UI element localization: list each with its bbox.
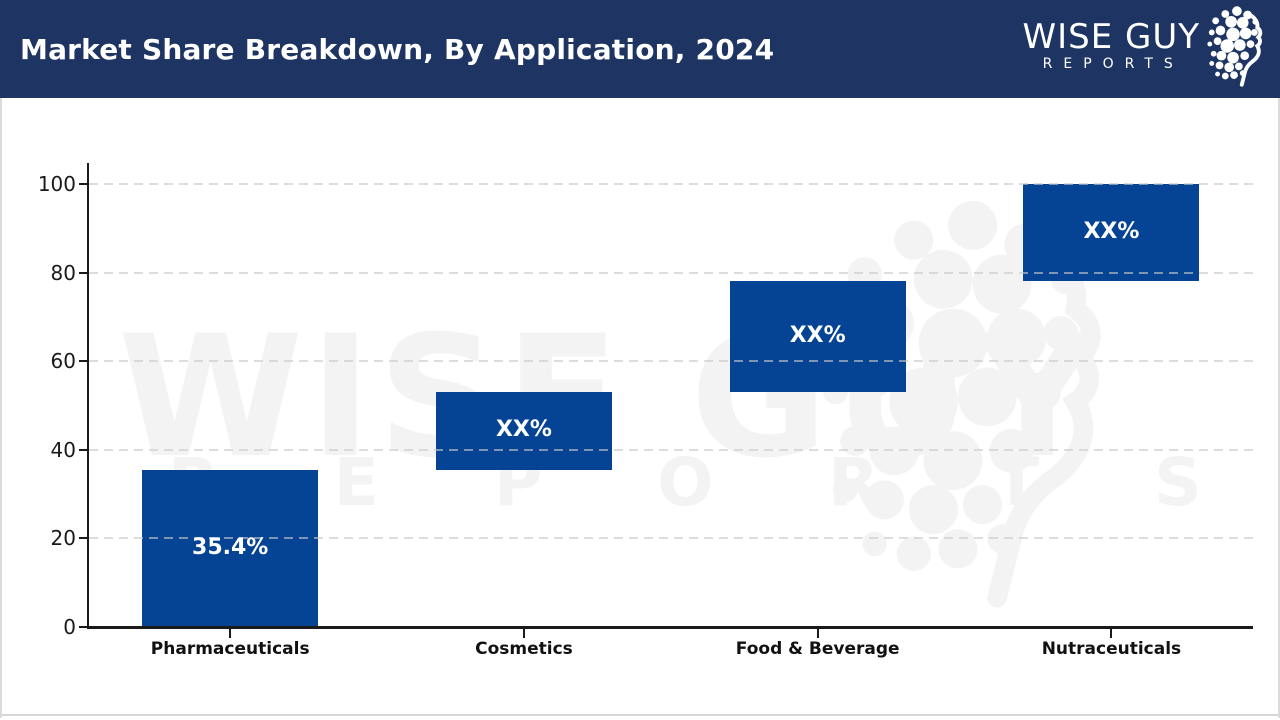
- x-tick-cosmetics: [522, 629, 525, 638]
- y-tick-0: [79, 626, 88, 628]
- brand-wiseguy-text: WISE GUY: [1022, 16, 1200, 57]
- frame-border-bottom: [0, 714, 1280, 716]
- brand-reports-text: REPORTS: [1042, 56, 1184, 73]
- x-axis-label-nutraceuticals: Nutraceuticals: [1041, 639, 1182, 659]
- gridline-60: [89, 360, 1253, 363]
- gridline-20: [89, 537, 1253, 540]
- bar-cosmetics: [435, 392, 612, 471]
- y-tick-label-100: 100: [37, 172, 76, 196]
- y-tick-label-0: 0: [63, 615, 76, 639]
- x-axis-label-pharmaceuticals: Pharmaceuticals: [150, 639, 310, 659]
- bar-value-label-pharmaceuticals: 35.4%: [192, 534, 269, 560]
- y-tick-40: [79, 448, 88, 451]
- gridline-80: [89, 271, 1253, 274]
- x-tick-food-beverage: [816, 629, 819, 638]
- x-axis-label-food-beverage: Food & Beverage: [735, 639, 900, 659]
- bar-value-label-cosmetics: XX%: [495, 417, 552, 443]
- gridline-40: [89, 448, 1253, 451]
- bar-value-label-nutraceuticals: XX%: [1083, 218, 1140, 244]
- bar-value-label-food-beverage: XX%: [789, 322, 846, 348]
- brand-text: WISE GUY REPORTS: [1022, 16, 1200, 73]
- y-tick-label-40: 40: [50, 437, 76, 462]
- gridline-100: [89, 183, 1253, 185]
- y-tick-label-60: 60: [50, 349, 76, 374]
- header: Market Share Breakdown, By Application, …: [0, 0, 1280, 98]
- y-tick-100: [79, 183, 88, 185]
- x-tick-nutraceuticals: [1110, 629, 1113, 638]
- y-tick-60: [79, 360, 88, 363]
- x-tick-pharmaceuticals: [229, 629, 232, 638]
- bar-pharmaceuticals: [142, 470, 319, 627]
- y-axis-line: [87, 163, 89, 629]
- frame-border-right: [1278, 98, 1280, 718]
- frame-border-left: [0, 98, 2, 718]
- x-axis-label-cosmetics: Cosmetics: [475, 639, 573, 659]
- y-tick-80: [79, 271, 88, 274]
- brand-logo: WISE GUY REPORTS: [1022, 4, 1266, 88]
- page-title: Market Share Breakdown, By Application, …: [20, 32, 775, 66]
- y-tick-label-80: 80: [50, 260, 76, 285]
- y-tick-label-20: 20: [50, 526, 76, 551]
- x-axis-line: [87, 626, 1253, 629]
- y-tick-20: [79, 537, 88, 540]
